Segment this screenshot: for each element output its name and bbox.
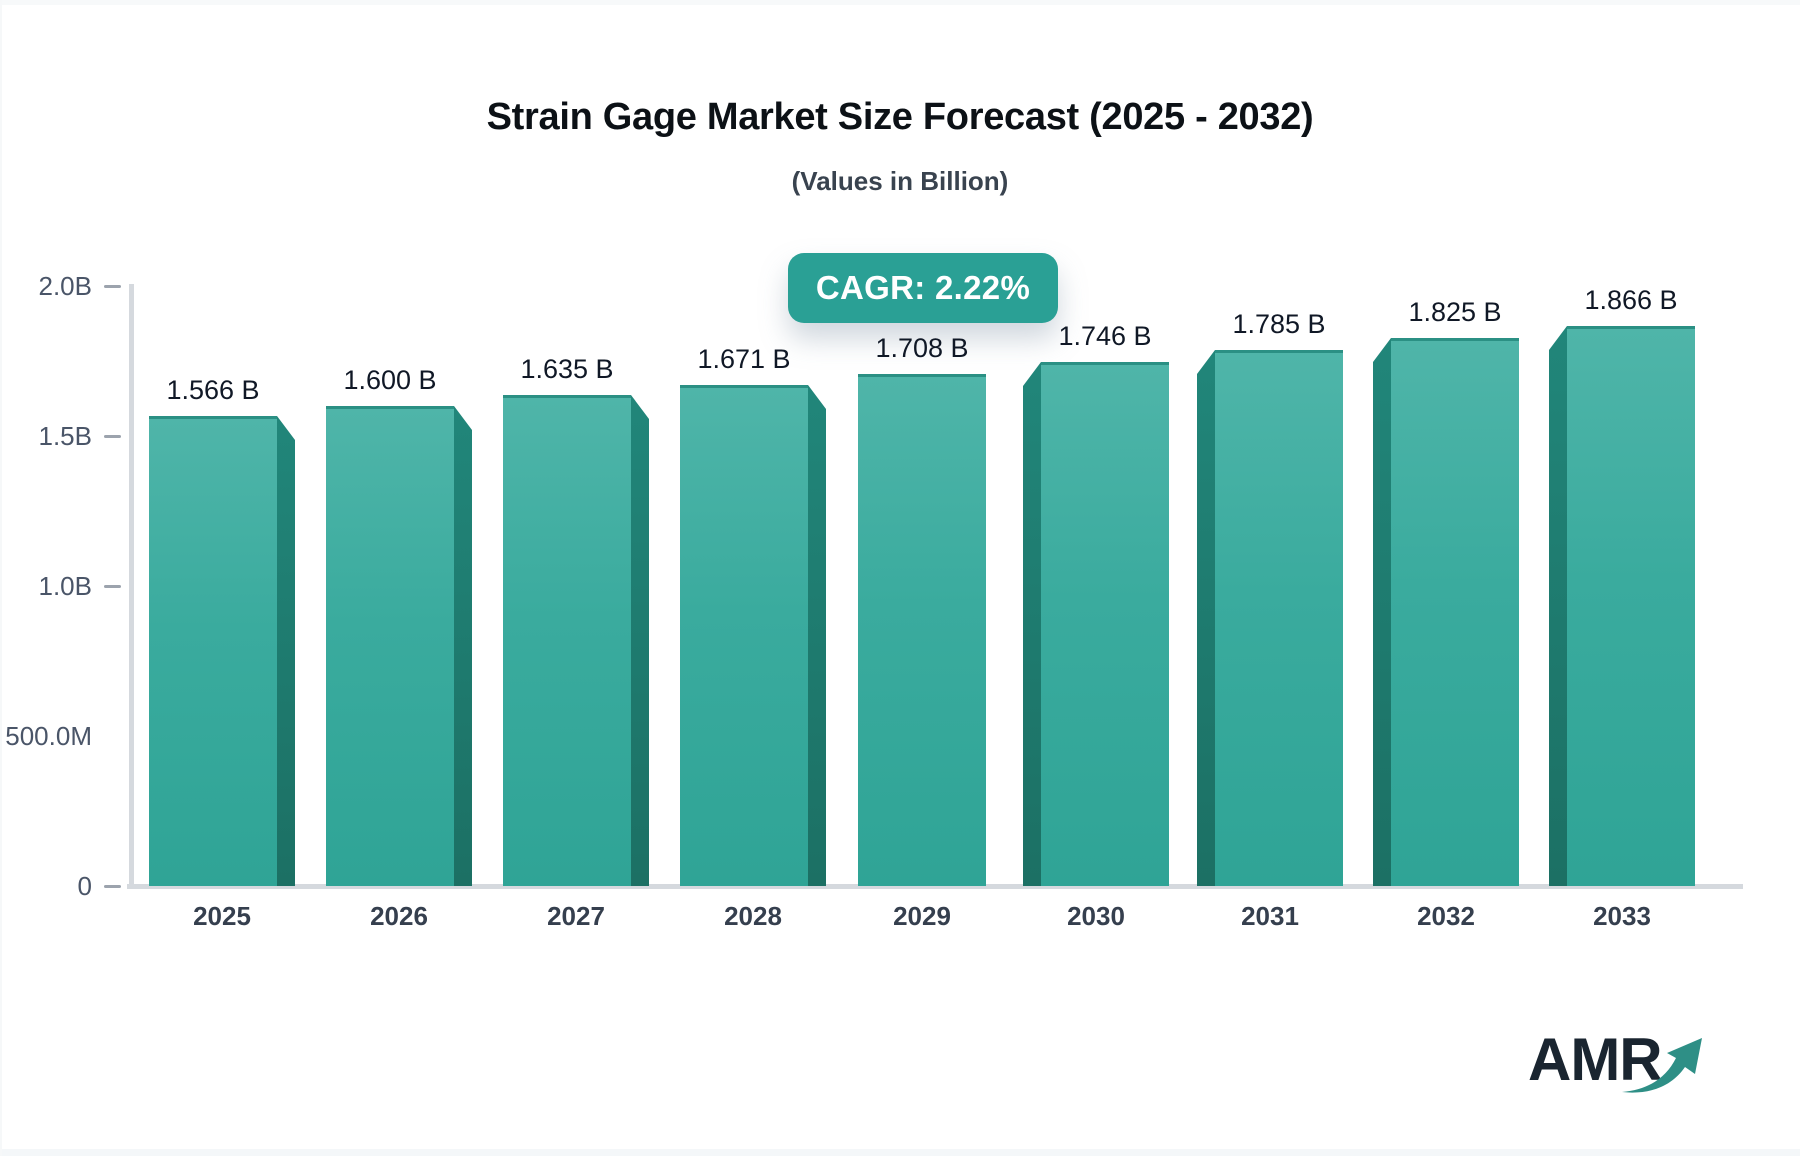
x-axis-label-2033: 2033 [1593, 901, 1651, 931]
bar-face-2030[interactable] [1041, 362, 1169, 886]
bar-value-label-2033: 1.866 B [1584, 285, 1678, 315]
y-axis-tick [104, 285, 121, 288]
x-axis-label-2029: 2029 [893, 901, 951, 931]
growth-arrow-icon [1622, 1038, 1702, 1093]
bar-2030[interactable]: 1.746 B [1023, 302, 1169, 886]
amr-logo-text: AMR [1528, 1026, 1663, 1093]
y-axis-tick [104, 585, 121, 588]
bar-2033[interactable]: 1.866 B [1549, 266, 1695, 886]
chart-title: Strain Gage Market Size Forecast (2025 -… [486, 96, 1314, 138]
x-axis-label-2031: 2031 [1241, 901, 1299, 931]
bar-2027[interactable]: 1.635 B [503, 335, 649, 886]
y-axis-label: 1.5B [38, 421, 93, 451]
bar-3d-side-2027 [631, 395, 649, 886]
bar-value-label-2025: 1.566 B [166, 375, 260, 405]
bar-value-label-2028: 1.671 B [697, 344, 791, 374]
y-axis-line [129, 284, 134, 889]
y-axis-label: 2.0B [38, 271, 93, 301]
x-axis-label-2028: 2028 [724, 901, 782, 931]
bar-3d-side-2032 [1373, 338, 1391, 886]
bar-3d-side-2030 [1023, 362, 1041, 886]
bar-value-label-2032: 1.825 B [1408, 297, 1502, 327]
bar-3d-side-2028 [808, 385, 826, 886]
top-edge-strip [0, 0, 1800, 5]
x-axis-label-2027: 2027 [547, 901, 605, 931]
bar-2032[interactable]: 1.825 B [1373, 278, 1519, 886]
x-axis-label-2030: 2030 [1067, 901, 1125, 931]
bar-face-2026[interactable] [326, 406, 454, 886]
y-axis-label: 500.0M [5, 721, 92, 751]
y-axis-label: 1.0B [38, 571, 93, 601]
bar-3d-side-2026 [454, 406, 472, 886]
bar-face-2033[interactable] [1567, 326, 1695, 886]
bar-value-label-2027: 1.635 B [520, 354, 614, 384]
x-axis-label-2032: 2032 [1417, 901, 1475, 931]
y-axis-label: 0 [77, 871, 92, 901]
bar-2028[interactable]: 1.671 B [680, 325, 826, 886]
cagr-badge: CAGR: 2.22% [788, 253, 1058, 323]
bar-3d-side-2033 [1549, 326, 1567, 886]
bar-face-2025[interactable] [149, 416, 277, 886]
bar-3d-side-2031 [1197, 350, 1215, 886]
bar-face-2028[interactable] [680, 385, 808, 886]
bar-face-2031[interactable] [1215, 350, 1343, 886]
cagr-badge-label: CAGR: 2.22% [815, 269, 1031, 306]
x-axis-label-2026: 2026 [370, 901, 428, 931]
bottom-edge-strip [0, 1149, 1800, 1156]
y-axis-tick [104, 435, 121, 438]
amr-logo: AMR [1528, 1030, 1718, 1110]
bar-2025[interactable]: 1.566 B [149, 356, 295, 886]
bar-2026[interactable]: 1.600 B [326, 346, 472, 886]
bar-face-2032[interactable] [1391, 338, 1519, 886]
x-axis-label-2025: 2025 [193, 901, 251, 931]
bar-value-label-2031: 1.785 B [1232, 309, 1326, 339]
bar-2029[interactable]: 1.708 B [858, 314, 986, 886]
bar-value-label-2029: 1.708 B [875, 333, 969, 363]
bar-value-label-2026: 1.600 B [343, 365, 437, 395]
left-edge-strip [0, 0, 2, 1156]
y-axis-tick [104, 885, 121, 888]
chart-subtitle: (Values in Billion) [791, 166, 1009, 196]
bar-face-2029[interactable] [858, 374, 986, 886]
x-axis-line [127, 884, 1743, 889]
bar-2031[interactable]: 1.785 B [1197, 290, 1343, 886]
bar-face-2027[interactable] [503, 395, 631, 886]
bar-value-label-2030: 1.746 B [1058, 321, 1152, 351]
bar-3d-side-2025 [277, 416, 295, 886]
